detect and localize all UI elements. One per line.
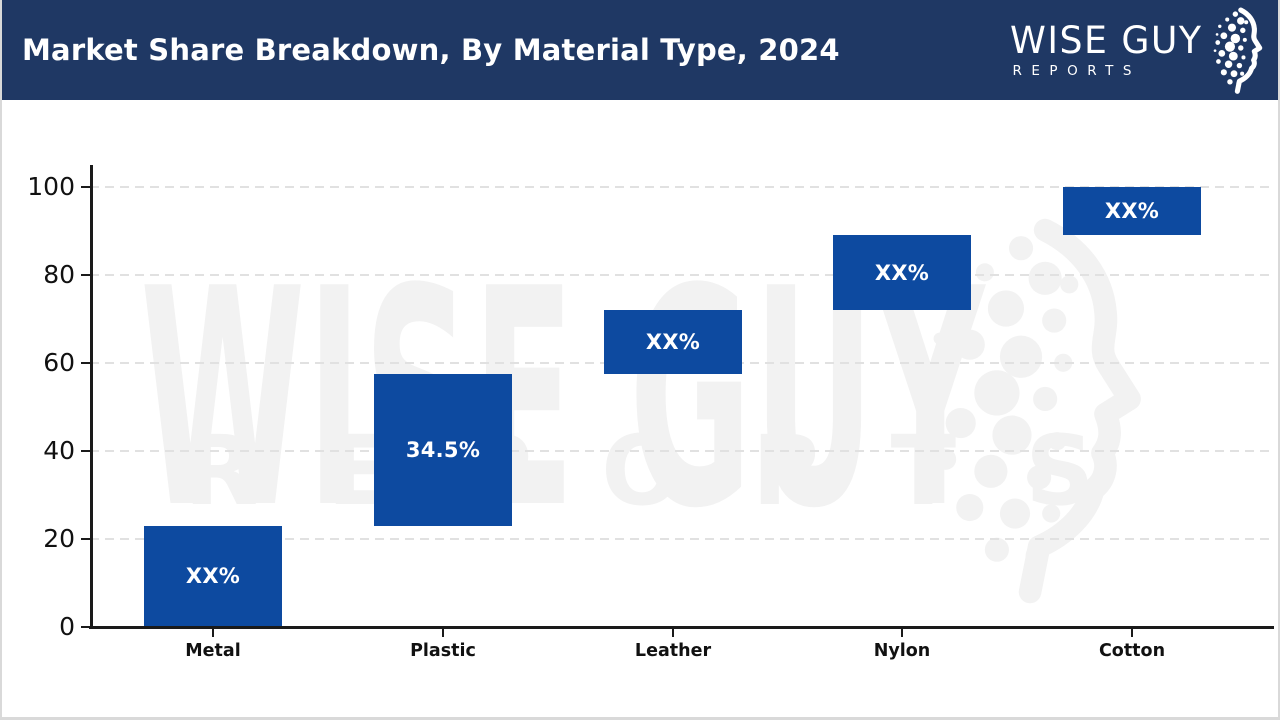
y-axis-tick	[81, 538, 90, 540]
bar-plastic: 34.5%	[374, 374, 512, 526]
category-label-leather: Leather	[634, 641, 712, 661]
brand-logo-text: WISE GUY REPORTS	[1010, 22, 1206, 79]
x-axis-tick	[672, 629, 674, 637]
bar-nylon: XX%	[833, 235, 971, 311]
y-axis-tick-label: 0	[59, 612, 75, 641]
category-label-nylon: Nylon	[873, 641, 931, 661]
gridline	[90, 538, 1274, 540]
bar-cotton: XX%	[1063, 187, 1201, 236]
bar-value-label: XX%	[874, 260, 930, 285]
x-axis-line	[89, 626, 1274, 629]
x-axis-tick	[442, 629, 444, 637]
chart-plot-area: 0 20 40 60 80 100 XX% Metal 34.5% Plastic XX% Leath…	[2, 100, 1278, 717]
y-axis-tick-label: 100	[27, 172, 75, 201]
y-axis-tick	[81, 186, 90, 188]
y-axis-tick-label: 20	[43, 524, 75, 553]
y-axis-tick-label: 80	[43, 260, 75, 289]
y-axis-line	[90, 165, 93, 629]
header-bar: Market Share Breakdown, By Material Type…	[2, 0, 1278, 100]
bar-leather: XX%	[604, 310, 742, 374]
brand-name: WISE GUY	[1009, 18, 1203, 62]
y-axis-tick-label: 60	[43, 348, 75, 377]
watermark-brand-subname: REPORTS	[184, 415, 1164, 527]
dotted-face-icon	[1200, 6, 1268, 94]
y-axis-tick	[81, 626, 90, 628]
bar-metal: XX%	[144, 525, 282, 627]
gridline	[90, 274, 1274, 276]
x-axis-tick	[1131, 629, 1133, 637]
bar-value-label: XX%	[645, 330, 701, 355]
bar-value-label: XX%	[185, 564, 241, 589]
x-axis-tick	[901, 629, 903, 637]
y-axis-tick	[81, 274, 90, 276]
gridline	[90, 450, 1274, 452]
y-axis-tick	[81, 450, 90, 452]
chart-title: Market Share Breakdown, By Material Type…	[22, 33, 840, 67]
brand-logo: WISE GUY REPORTS	[1010, 6, 1268, 94]
brand-subname: REPORTS	[1012, 62, 1141, 79]
gridline	[90, 186, 1274, 188]
x-axis-tick	[212, 629, 214, 637]
category-label-cotton: Cotton	[1098, 641, 1166, 661]
bar-value-label: 34.5%	[405, 437, 481, 462]
category-label-plastic: Plastic	[410, 641, 476, 661]
category-label-metal: Metal	[185, 641, 241, 661]
y-axis-tick	[81, 362, 90, 364]
bar-value-label: XX%	[1104, 199, 1160, 224]
y-axis-tick-label: 40	[43, 436, 75, 465]
